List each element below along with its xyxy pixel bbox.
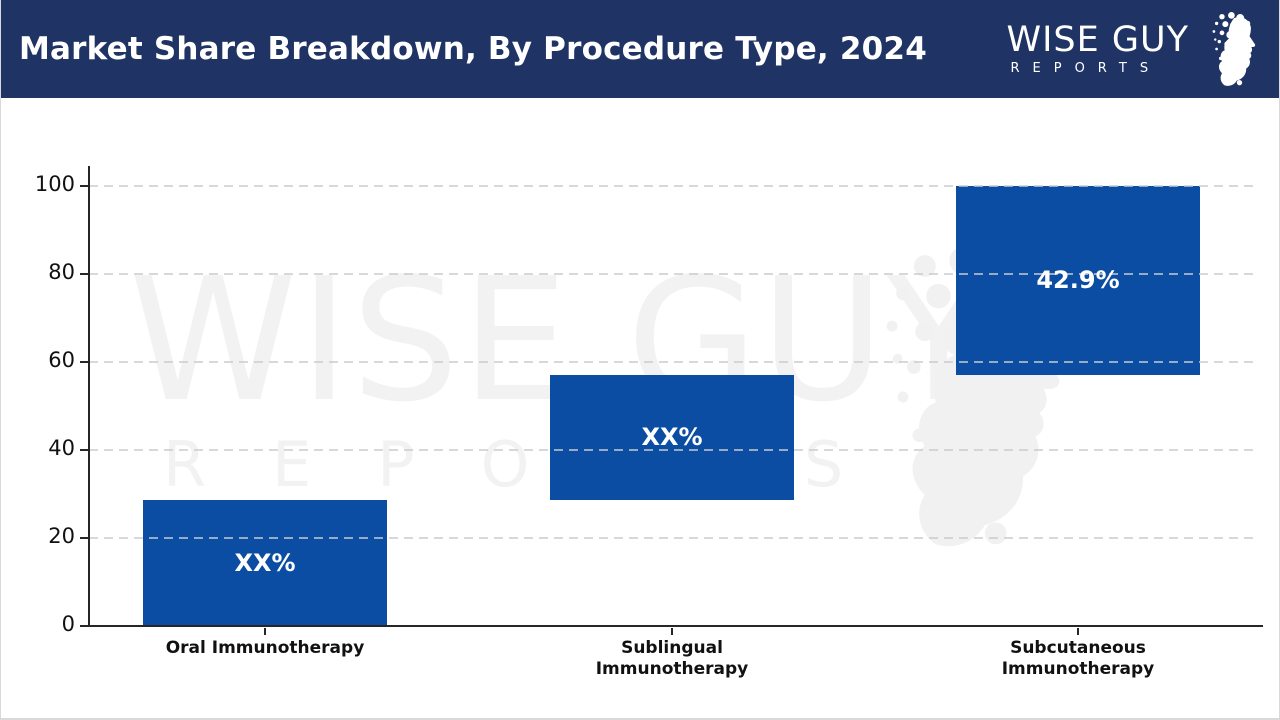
y-axis-tick-mark (80, 625, 89, 627)
bar-value-label: 42.9% (1036, 266, 1120, 295)
y-axis-tick-label: 0 (61, 612, 75, 636)
y-axis-tick-mark (80, 185, 89, 187)
bar-value-label: XX% (641, 423, 703, 452)
y-axis-tick-mark (80, 537, 89, 539)
y-gridline (89, 449, 1259, 451)
x-axis-line (88, 625, 1263, 627)
logo-wordmark: WISE GUY (1006, 19, 1189, 60)
logo-text: WISE GUY REPORTS (1006, 19, 1189, 76)
bar (143, 500, 387, 626)
bottom-border (1, 718, 1279, 720)
y-axis-tick-label: 80 (48, 260, 75, 284)
bar (550, 374, 794, 501)
category-label: Sublingual Immunotherapy (595, 638, 749, 679)
x-axis-tick-mark (1077, 628, 1079, 635)
bar-value-label: XX% (234, 549, 296, 578)
y-gridline (89, 361, 1259, 363)
y-axis-tick-label: 20 (48, 524, 75, 548)
y-axis-line (88, 166, 90, 627)
x-axis-tick-mark (264, 628, 266, 635)
logo-subtitle: REPORTS (1010, 60, 1162, 76)
header-bar: Market Share Breakdown, By Procedure Typ… (1, 0, 1279, 98)
category-label: Subcutaneous Immunotherapy (1001, 638, 1155, 679)
y-axis-tick-mark (80, 449, 89, 451)
y-gridline (89, 537, 1259, 539)
y-axis-tick-label: 40 (48, 436, 75, 460)
y-axis-tick-label: 60 (48, 348, 75, 372)
y-gridline (89, 273, 1259, 275)
y-axis-tick-label: 100 (34, 172, 75, 196)
chart-title: Market Share Breakdown, By Procedure Typ… (19, 31, 927, 67)
wiseguy-logo: WISE GUY REPORTS (1006, 6, 1261, 92)
category-label: Oral Immunotherapy (165, 638, 365, 658)
y-axis-tick-mark (80, 273, 89, 275)
y-axis-tick-mark (80, 361, 89, 363)
y-gridline (89, 185, 1259, 187)
x-axis-tick-mark (671, 628, 673, 635)
